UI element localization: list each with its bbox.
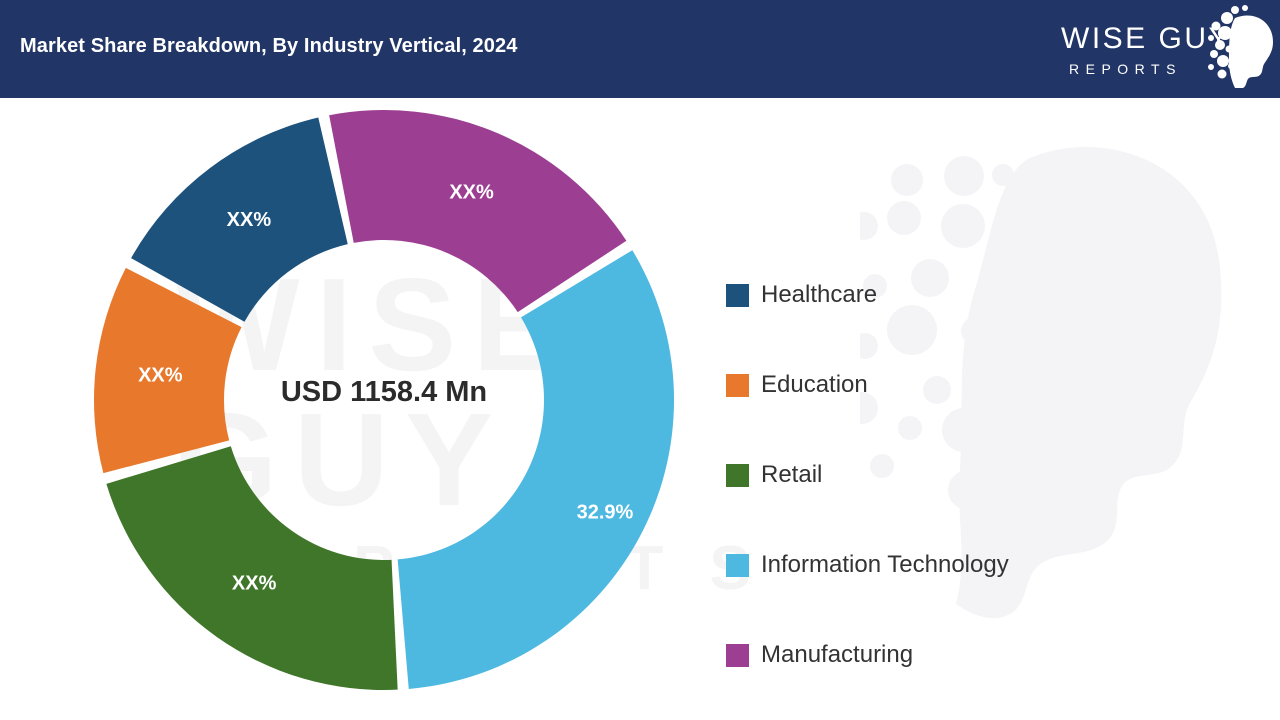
donut-slice-label: 32.9% [577,502,634,524]
chart-legend: Healthcare Education Retail Information Tec… [726,250,1146,700]
logo-line2-text: REPORTS [1069,61,1182,77]
donut-slice-label: XX% [138,365,183,387]
legend-swatch [726,463,749,487]
header-bar: Market Share Breakdown, By Industry Vert… [0,0,1280,98]
legend-swatch [726,553,749,577]
page-title: Market Share Breakdown, By Industry Vert… [20,35,518,57]
donut-slice-label: XX% [232,573,277,595]
donut-chart: XX% 32.9% XX% XX% XX% USD 1158.4 Mn [84,100,684,700]
logo-line1-text: WISE GUY [1061,22,1231,55]
donut-slice[interactable] [106,446,398,690]
legend-item-label: Education [761,371,868,398]
wise-guy-reports-logo: WISE GUY REPORTS [1059,4,1274,92]
donut-slice[interactable] [93,267,242,474]
legend-item-label: Information Technology [761,551,1009,578]
legend-item-label: Manufacturing [761,641,914,668]
legend-item[interactable]: Healthcare [726,250,1146,340]
donut-slice-label: XX% [227,209,272,231]
donut-svg: XX% 32.9% XX% XX% XX% [93,110,674,690]
legend-swatch [726,643,749,667]
legend-item[interactable]: Manufacturing [726,610,1146,700]
donut-slice-label: XX% [449,182,494,204]
donut-slice[interactable] [397,250,674,689]
chart-body: WISE GUY REPORTS [0,98,1280,720]
legend-swatch [726,283,749,307]
donut-slice[interactable] [329,110,627,313]
legend-item-label: Healthcare [761,281,878,308]
donut-slice[interactable] [131,117,348,322]
legend-item[interactable]: Information Technology [726,520,1146,610]
legend-item[interactable]: Education [726,340,1146,430]
legend-swatch [726,373,749,397]
legend-item[interactable]: Retail [726,430,1146,520]
donut-slice-labels: XX% 32.9% XX% XX% XX% [138,182,633,595]
legend-item-label: Retail [761,461,823,488]
donut-slices [93,110,674,690]
logo-head-profile-dots-icon [1208,5,1273,89]
